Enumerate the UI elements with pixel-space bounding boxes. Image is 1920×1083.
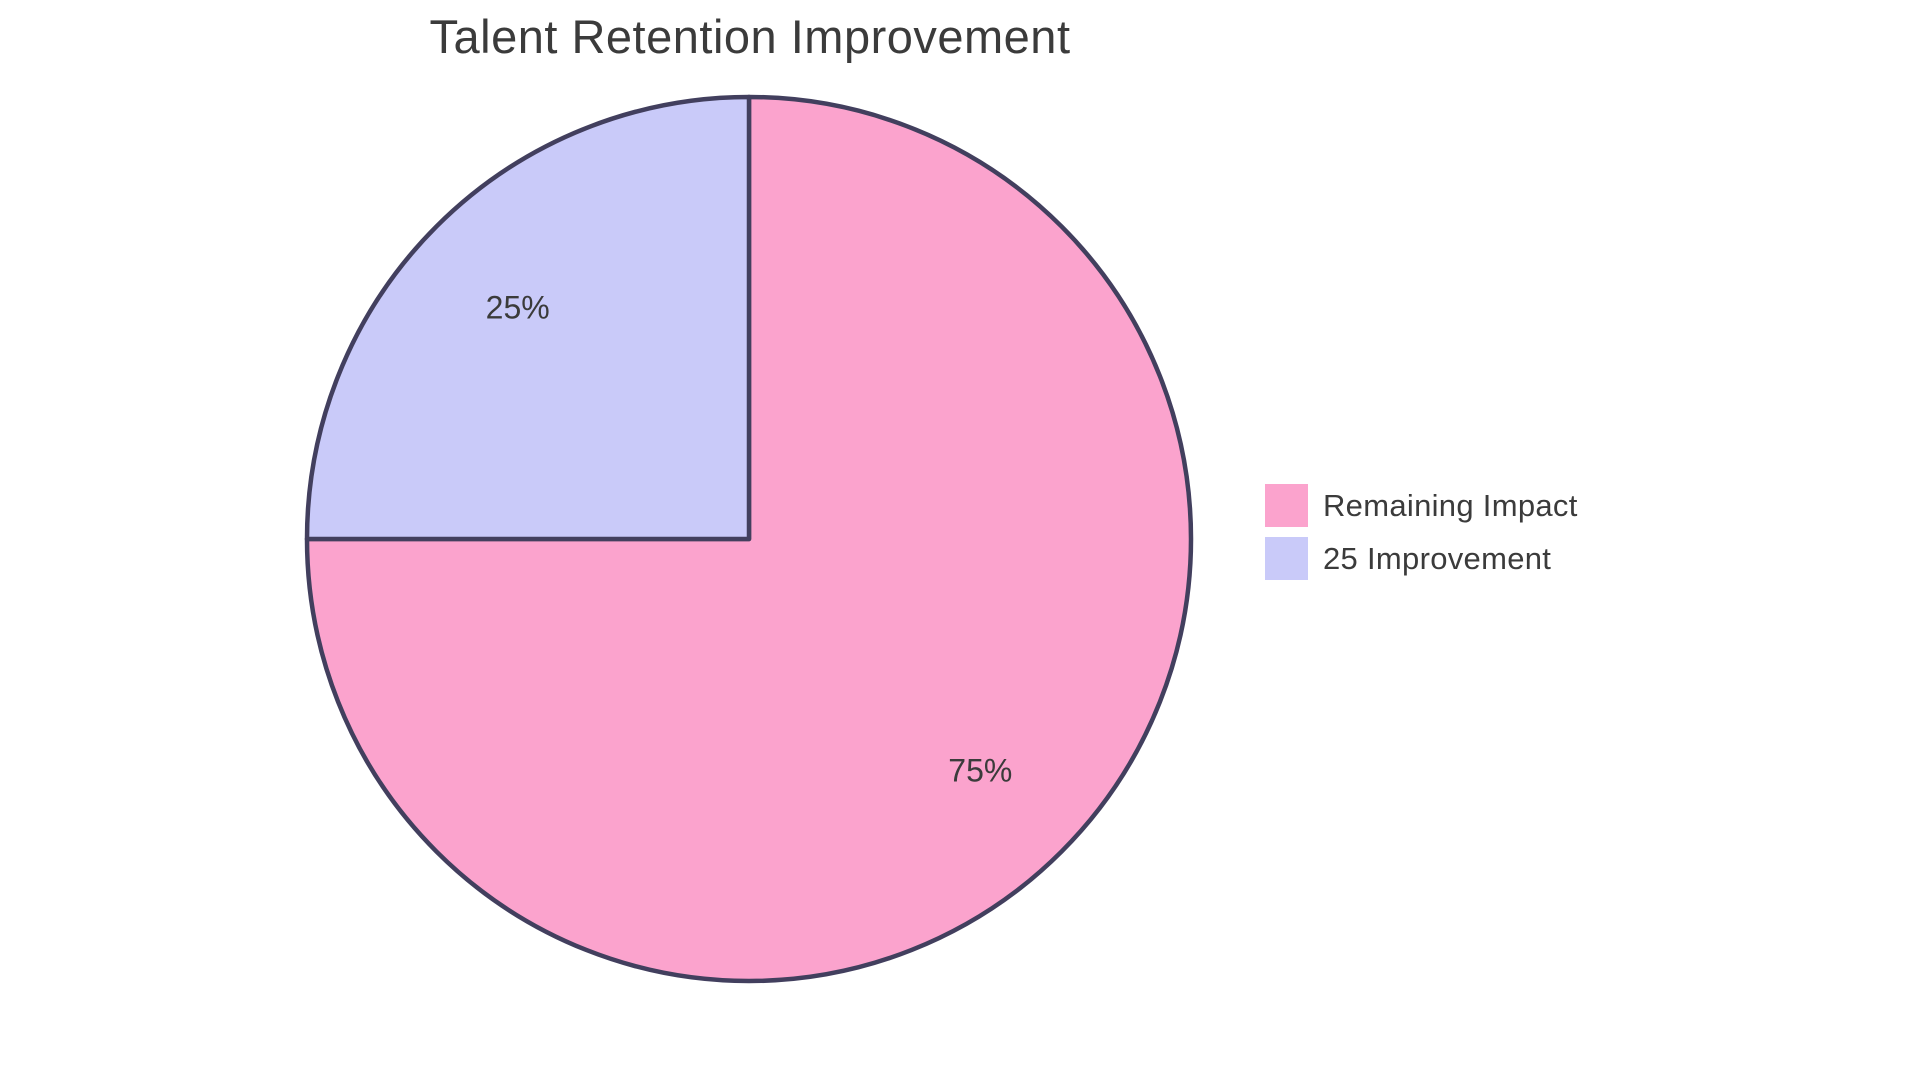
pie-slice-remaining-impact[interactable]	[304, 94, 1194, 984]
legend: Remaining Impact 25 Improvement	[1265, 484, 1578, 590]
pie-slice-25-improvement[interactable]	[304, 94, 752, 542]
legend-label-remaining-impact: Remaining Impact	[1323, 487, 1578, 523]
slice-label-remaining-impact: 75%	[948, 752, 1012, 788]
legend-swatch-25-improvement	[1265, 537, 1308, 580]
slice-label-25-improvement: 25%	[486, 290, 550, 326]
legend-label-25-improvement: 25 Improvement	[1323, 540, 1552, 576]
chart-title: Talent Retention Improvement	[429, 10, 1071, 63]
legend-item-remaining-impact[interactable]: Remaining Impact	[1265, 484, 1578, 527]
legend-item-25-improvement[interactable]: 25 Improvement	[1265, 537, 1578, 580]
legend-swatch-remaining-impact	[1265, 484, 1308, 527]
